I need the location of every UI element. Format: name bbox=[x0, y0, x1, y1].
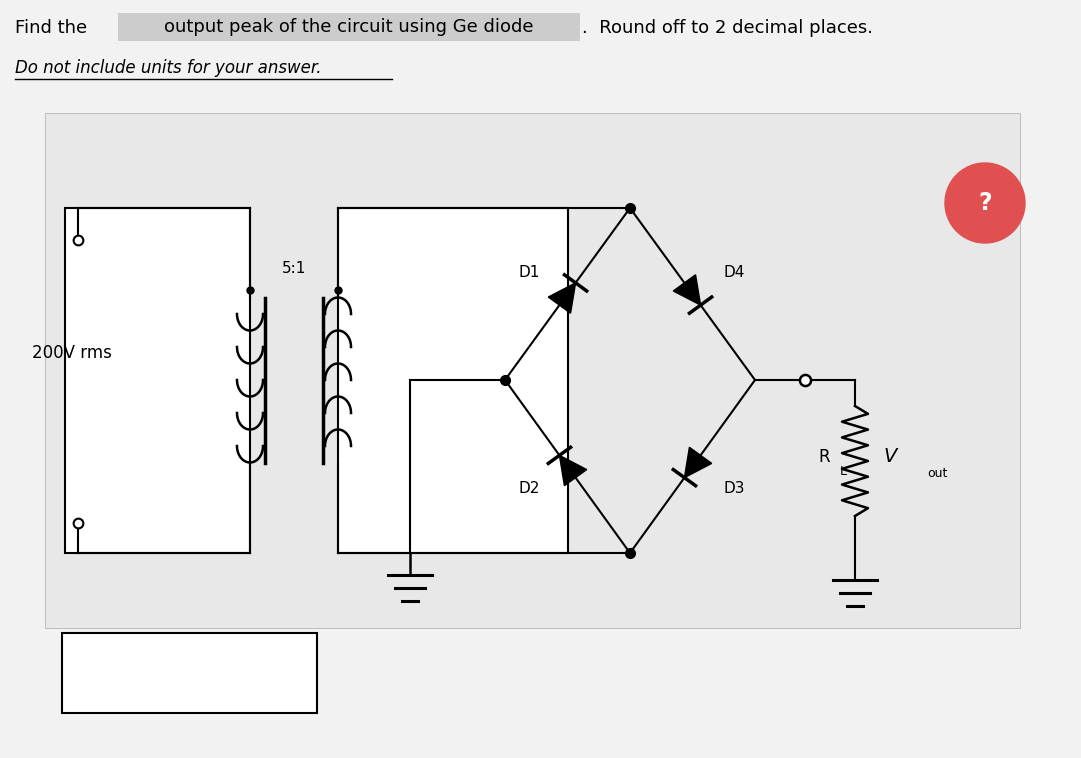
FancyBboxPatch shape bbox=[62, 633, 317, 713]
Text: L: L bbox=[840, 465, 848, 478]
Polygon shape bbox=[560, 456, 587, 486]
FancyBboxPatch shape bbox=[338, 208, 568, 553]
FancyBboxPatch shape bbox=[118, 13, 580, 41]
Text: 5:1: 5:1 bbox=[282, 261, 306, 275]
Text: V: V bbox=[883, 447, 896, 466]
Text: D1: D1 bbox=[519, 265, 540, 280]
FancyBboxPatch shape bbox=[45, 113, 1020, 628]
Text: Do not include units for your answer.: Do not include units for your answer. bbox=[15, 59, 321, 77]
Text: output peak of the circuit using Ge diode: output peak of the circuit using Ge diod… bbox=[164, 18, 534, 36]
Text: ?: ? bbox=[978, 191, 991, 215]
Text: Find the: Find the bbox=[15, 19, 93, 37]
Text: D2: D2 bbox=[519, 481, 540, 496]
Circle shape bbox=[945, 163, 1025, 243]
Polygon shape bbox=[684, 447, 711, 478]
Text: R: R bbox=[818, 448, 830, 466]
Text: 200V rms: 200V rms bbox=[32, 344, 111, 362]
Text: D3: D3 bbox=[724, 481, 745, 496]
Text: D4: D4 bbox=[724, 265, 745, 280]
Polygon shape bbox=[673, 275, 700, 305]
Text: .  Round off to 2 decimal places.: . Round off to 2 decimal places. bbox=[582, 19, 873, 37]
Polygon shape bbox=[548, 283, 575, 313]
Text: out: out bbox=[927, 466, 947, 480]
FancyBboxPatch shape bbox=[65, 208, 250, 553]
